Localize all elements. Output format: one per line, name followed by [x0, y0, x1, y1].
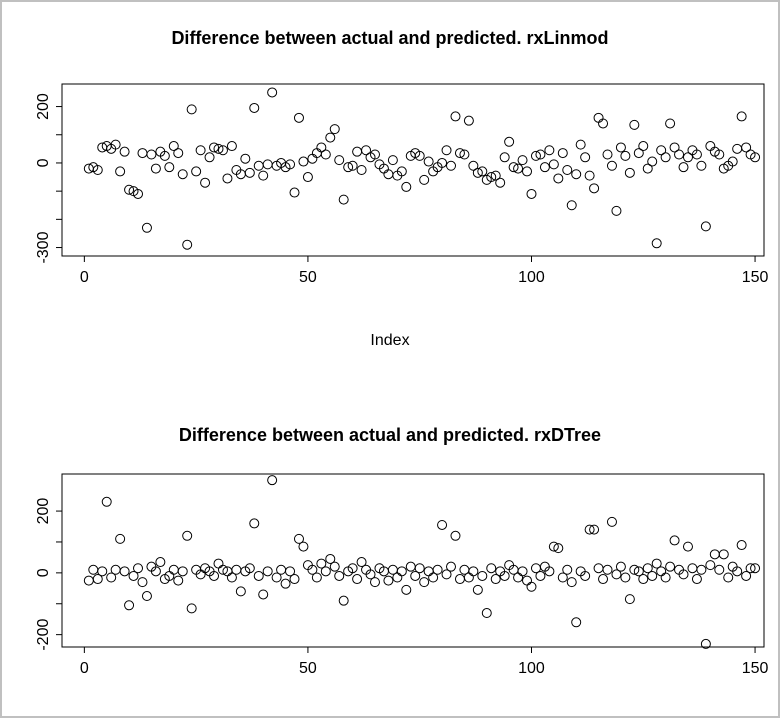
svg-text:50: 50: [299, 269, 317, 286]
svg-text:200: 200: [35, 498, 52, 525]
scatter-plot-rxdtree: 0 50 100 150 200 0 -200: [35, 473, 769, 677]
chart-title-rxdtree: Difference between actual and predicted.…: [178, 425, 602, 445]
chart-rxdtree: Difference between actual and predicted.…: [2, 367, 778, 716]
svg-text:0: 0: [80, 269, 89, 286]
svg-text:100: 100: [518, 269, 545, 286]
svg-text:0: 0: [80, 660, 89, 677]
svg-text:150: 150: [742, 660, 769, 677]
svg-text:100: 100: [518, 660, 545, 677]
svg-text:0: 0: [35, 568, 52, 577]
svg-text:200: 200: [35, 93, 52, 120]
scatter-plot-rxlinmod: 0 50 100 150 200 0 -300: [35, 83, 769, 286]
svg-text:150: 150: [742, 269, 769, 286]
svg-text:-300: -300: [35, 231, 52, 263]
x-axis-label-index: Index: [370, 332, 410, 349]
chart-rxlinmod: Difference between actual and predicted.…: [2, 2, 778, 367]
svg-text:0: 0: [35, 158, 52, 167]
svg-text:-200: -200: [35, 619, 52, 651]
svg-text:50: 50: [299, 660, 317, 677]
chart-title-rxlinmod: Difference between actual and predicted.…: [171, 28, 609, 48]
